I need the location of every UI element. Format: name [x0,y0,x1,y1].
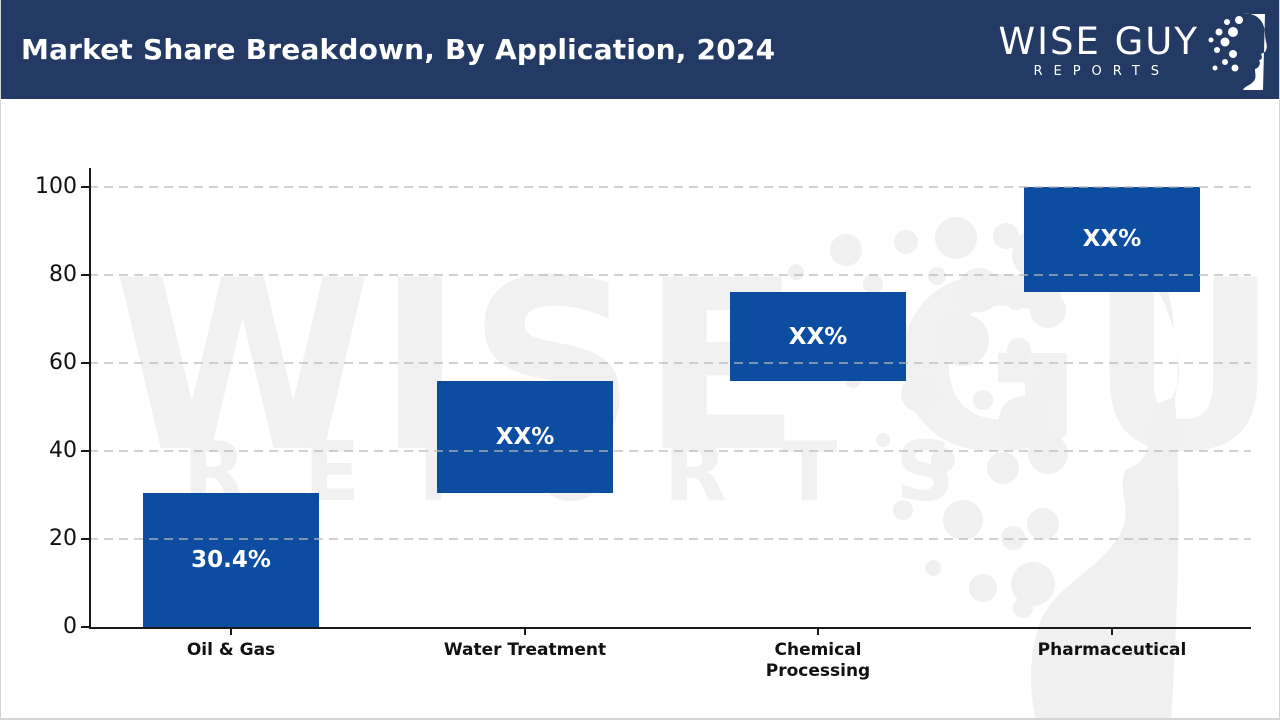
logo-wordmark: WISE GUY [998,19,1199,63]
y-tick-label-60: 60 [49,350,77,375]
bar-pharmaceutical: XX% [1024,187,1200,292]
x-tick-chemical-processing [817,627,819,635]
bar-value-label-oil-gas: 30.4% [191,547,271,574]
y-tick-100 [81,186,89,188]
y-tick-label-80: 80 [49,262,77,287]
y-tick-80 [81,274,89,276]
y-tick-label-20: 20 [49,526,77,551]
x-category-label-chemical-processing: Chemical Processing [765,640,871,681]
x-tick-water-treatment [524,627,526,635]
bar-value-label-chemical-processing: XX% [788,323,848,350]
y-tick-60 [81,362,89,364]
y-tick-label-40: 40 [49,438,77,463]
y-tick-0 [81,626,89,628]
x-tick-oil-gas [230,627,232,635]
brand-logo: WISE GUY REPORTS [999,6,1267,94]
y-tick-label-100: 100 [35,174,77,199]
x-category-label-pharmaceutical: Pharmaceutical [1037,640,1187,660]
x-axis-line [89,627,1251,629]
logo-subtitle: REPORTS [1033,63,1171,79]
gridline-20 [89,538,1251,540]
gridline-60 [89,362,1251,364]
x-category-label-water-treatment: Water Treatment [443,640,607,660]
logo-face-icon [1208,13,1267,90]
bar-value-label-water-treatment: XX% [495,424,555,451]
y-tick-label-0: 0 [63,614,77,639]
header-bar: Market Share Breakdown, By Application, … [1,0,1279,99]
bar-chemical-processing: XX% [730,291,906,382]
bar-oil-gas: 30.4% [143,493,319,627]
gridline-100 [89,186,1251,188]
x-category-label-oil-gas: Oil & Gas [186,640,276,660]
x-tick-pharmaceutical [1111,627,1113,635]
y-tick-40 [81,450,89,452]
gridline-80 [89,274,1251,276]
bar-value-label-pharmaceutical: XX% [1082,226,1142,253]
y-axis-line [89,168,91,629]
page-title: Market Share Breakdown, By Application, … [21,33,776,66]
bar-water-treatment: XX% [437,381,613,494]
gridline-40 [89,450,1251,452]
y-tick-20 [81,538,89,540]
